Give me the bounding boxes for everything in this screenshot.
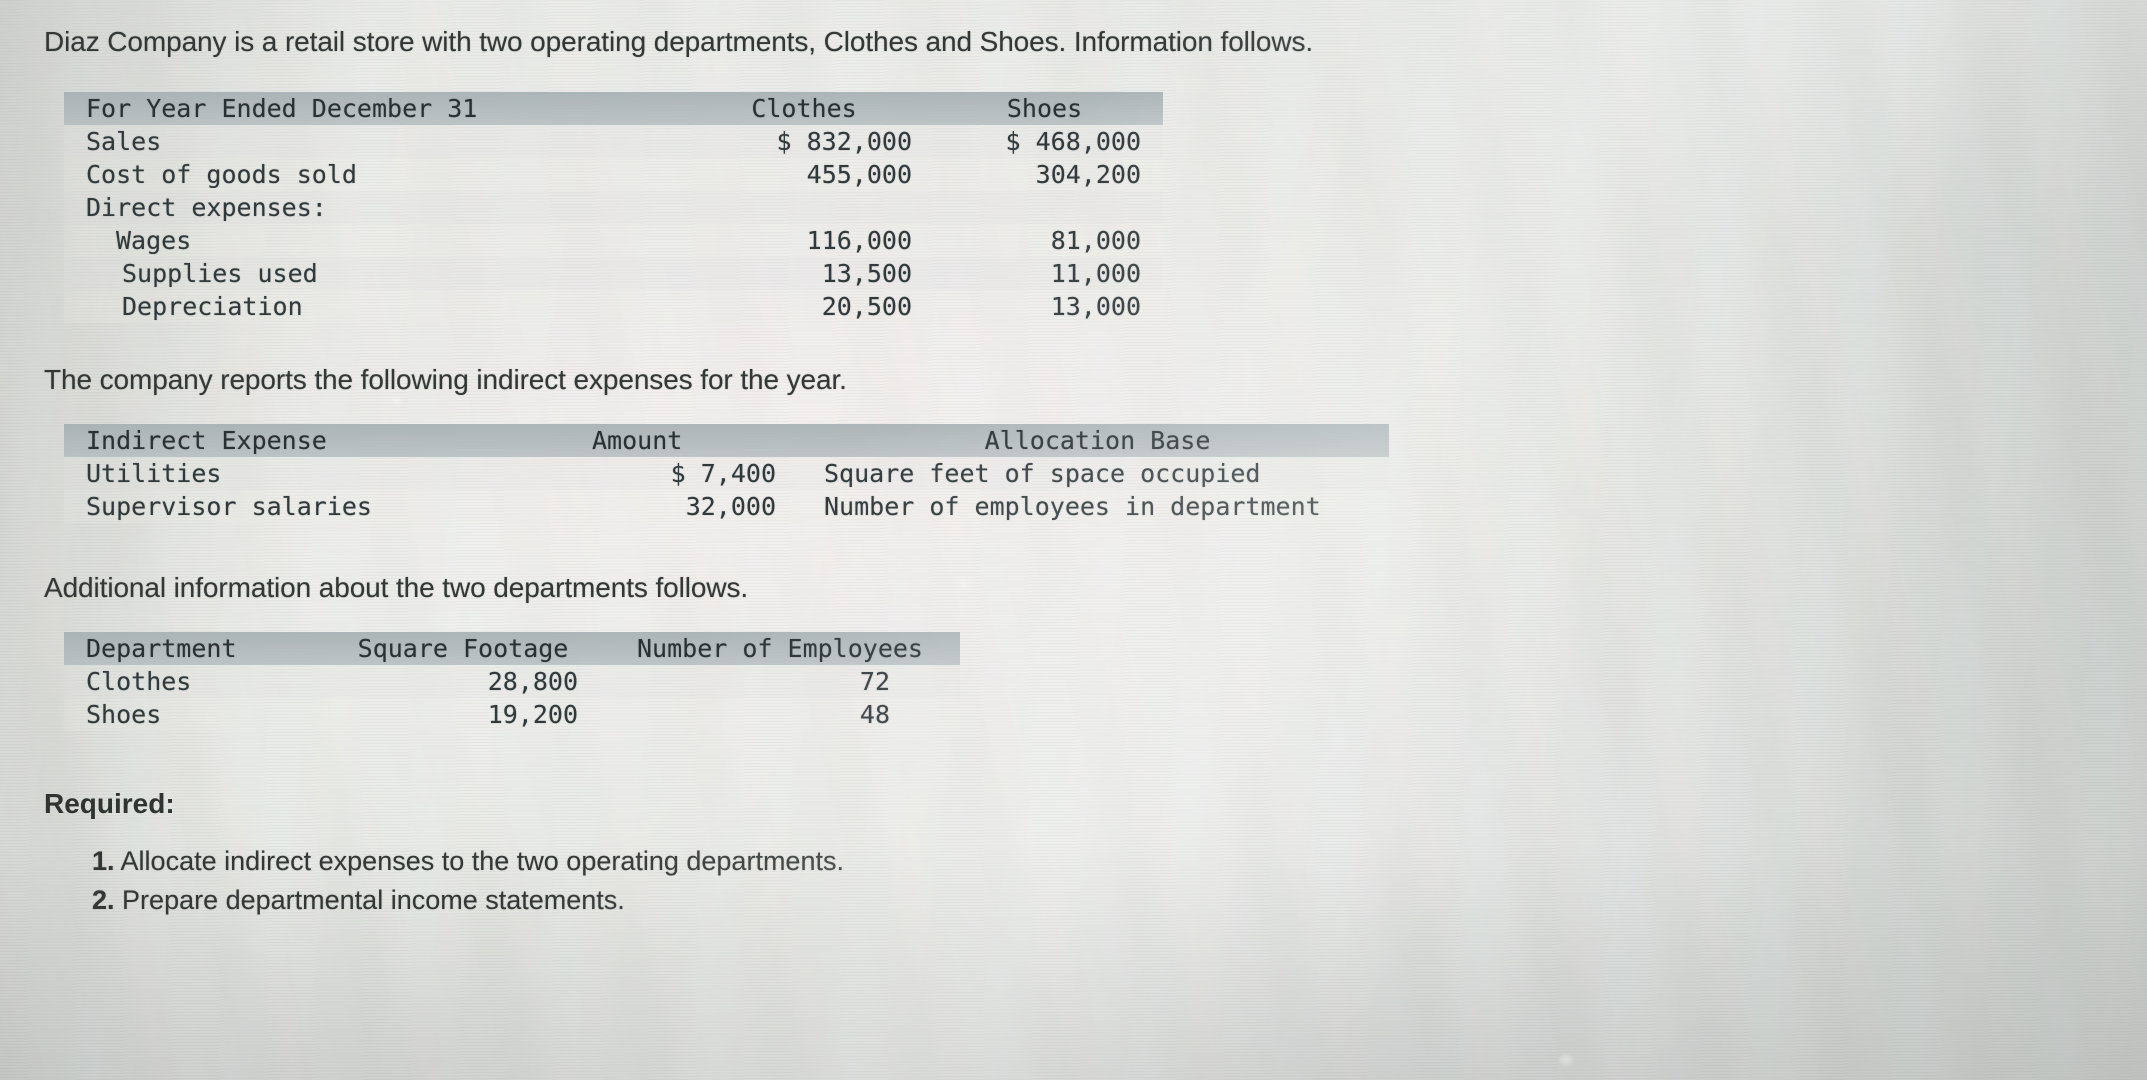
row-shoes: 81,000 [926, 224, 1163, 257]
mid-paragraph: The company reports the following indire… [44, 364, 847, 395]
row-label: Wages [64, 224, 682, 257]
required-item-number: 2. [92, 885, 115, 915]
indirect-table-header: Indirect Expense Amount Allocation Base [64, 424, 1389, 457]
table-row: Depreciation 20,500 13,000 [64, 290, 1163, 323]
row-label: Cost of goods sold [64, 158, 682, 191]
department-table-wrapper: Department Square Footage Number of Empl… [44, 632, 960, 731]
required-item-text: Prepare departmental income statements. [122, 885, 625, 915]
row-base: Square feet of space occupied [806, 457, 1389, 490]
income-header-row: For Year Ended December 31 Clothes Shoes [64, 92, 1163, 125]
row-expense: Utilities [64, 457, 586, 490]
department-table-header: Department Square Footage Number of Empl… [64, 632, 960, 665]
row-label: Sales [64, 125, 682, 158]
table-row: Shoes 19,200 48 [64, 698, 960, 731]
row-label: Depreciation [64, 290, 682, 323]
indirect-header-amount: Amount [586, 424, 806, 457]
row-employees: 72 [600, 665, 960, 698]
row-expense: Supervisor salaries [64, 490, 586, 523]
table-row: Sales $ 832,000 $ 468,000 [64, 125, 1163, 158]
table-row: Wages 116,000 81,000 [64, 224, 1163, 257]
row-shoes: 13,000 [926, 290, 1163, 323]
required-list: 1. Allocate indirect expenses to the two… [44, 846, 2147, 916]
table-row: Utilities $ 7,400 Square feet of space o… [64, 457, 1389, 490]
indirect-table-wrapper: Indirect Expense Amount Allocation Base … [44, 424, 1389, 523]
indirect-header-expense: Indirect Expense [64, 424, 586, 457]
row-employees: 48 [600, 698, 960, 731]
income-table-wrapper: For Year Ended December 31 Clothes Shoes… [44, 92, 1163, 323]
table-row: Supervisor salaries 32,000 Number of emp… [64, 490, 1389, 523]
income-table-header: For Year Ended December 31 Clothes Shoes [64, 92, 1163, 125]
table-row: Direct expenses: [64, 191, 1163, 224]
indirect-header-base: Allocation Base [806, 424, 1389, 457]
income-statement-table: For Year Ended December 31 Clothes Shoes… [64, 92, 1163, 323]
indirect-expense-table: Indirect Expense Amount Allocation Base … [64, 424, 1389, 523]
income-header-clothes: Clothes [682, 92, 926, 125]
row-clothes: $ 832,000 [682, 125, 926, 158]
income-header-shoes: Shoes [926, 92, 1163, 125]
indirect-table-body: Utilities $ 7,400 Square feet of space o… [64, 457, 1389, 523]
row-department: Shoes [64, 698, 326, 731]
row-base: Number of employees in department [806, 490, 1389, 523]
row-clothes: 20,500 [682, 290, 926, 323]
department-table-body: Clothes 28,800 72 Shoes 19,200 48 [64, 665, 960, 731]
table-row: Supplies used 13,500 11,000 [64, 257, 1163, 290]
row-sqft: 19,200 [326, 698, 600, 731]
row-amount: 32,000 [586, 490, 806, 523]
intro-paragraph: Diaz Company is a retail store with two … [44, 26, 1314, 57]
row-clothes [682, 191, 926, 224]
list-item: 1. Allocate indirect expenses to the two… [92, 846, 2147, 877]
row-sqft: 28,800 [326, 665, 600, 698]
dept-header-sqft: Square Footage [326, 632, 600, 665]
dept-header-department: Department [64, 632, 326, 665]
required-item-number: 1. [92, 846, 115, 876]
row-clothes: 455,000 [682, 158, 926, 191]
row-shoes [926, 191, 1163, 224]
row-shoes: 304,200 [926, 158, 1163, 191]
income-table-body: Sales $ 832,000 $ 468,000 Cost of goods … [64, 125, 1163, 323]
required-heading: Required: [44, 788, 175, 819]
additional-paragraph: Additional information about the two dep… [44, 572, 749, 603]
row-shoes: $ 468,000 [926, 125, 1163, 158]
row-label: Direct expenses: [64, 191, 682, 224]
table-row: Cost of goods sold 455,000 304,200 [64, 158, 1163, 191]
row-department: Clothes [64, 665, 326, 698]
row-shoes: 11,000 [926, 257, 1163, 290]
dept-header-employees: Number of Employees [600, 632, 960, 665]
department-info-table: Department Square Footage Number of Empl… [64, 632, 960, 731]
row-label: Supplies used [64, 257, 682, 290]
income-header-period: For Year Ended December 31 [64, 92, 682, 125]
row-clothes: 116,000 [682, 224, 926, 257]
indirect-header-row: Indirect Expense Amount Allocation Base [64, 424, 1389, 457]
department-header-row: Department Square Footage Number of Empl… [64, 632, 960, 665]
list-item: 2. Prepare departmental income statement… [92, 885, 2147, 916]
row-amount: $ 7,400 [586, 457, 806, 490]
row-clothes: 13,500 [682, 257, 926, 290]
table-row: Clothes 28,800 72 [64, 665, 960, 698]
required-item-text: Allocate indirect expenses to the two op… [120, 846, 844, 876]
